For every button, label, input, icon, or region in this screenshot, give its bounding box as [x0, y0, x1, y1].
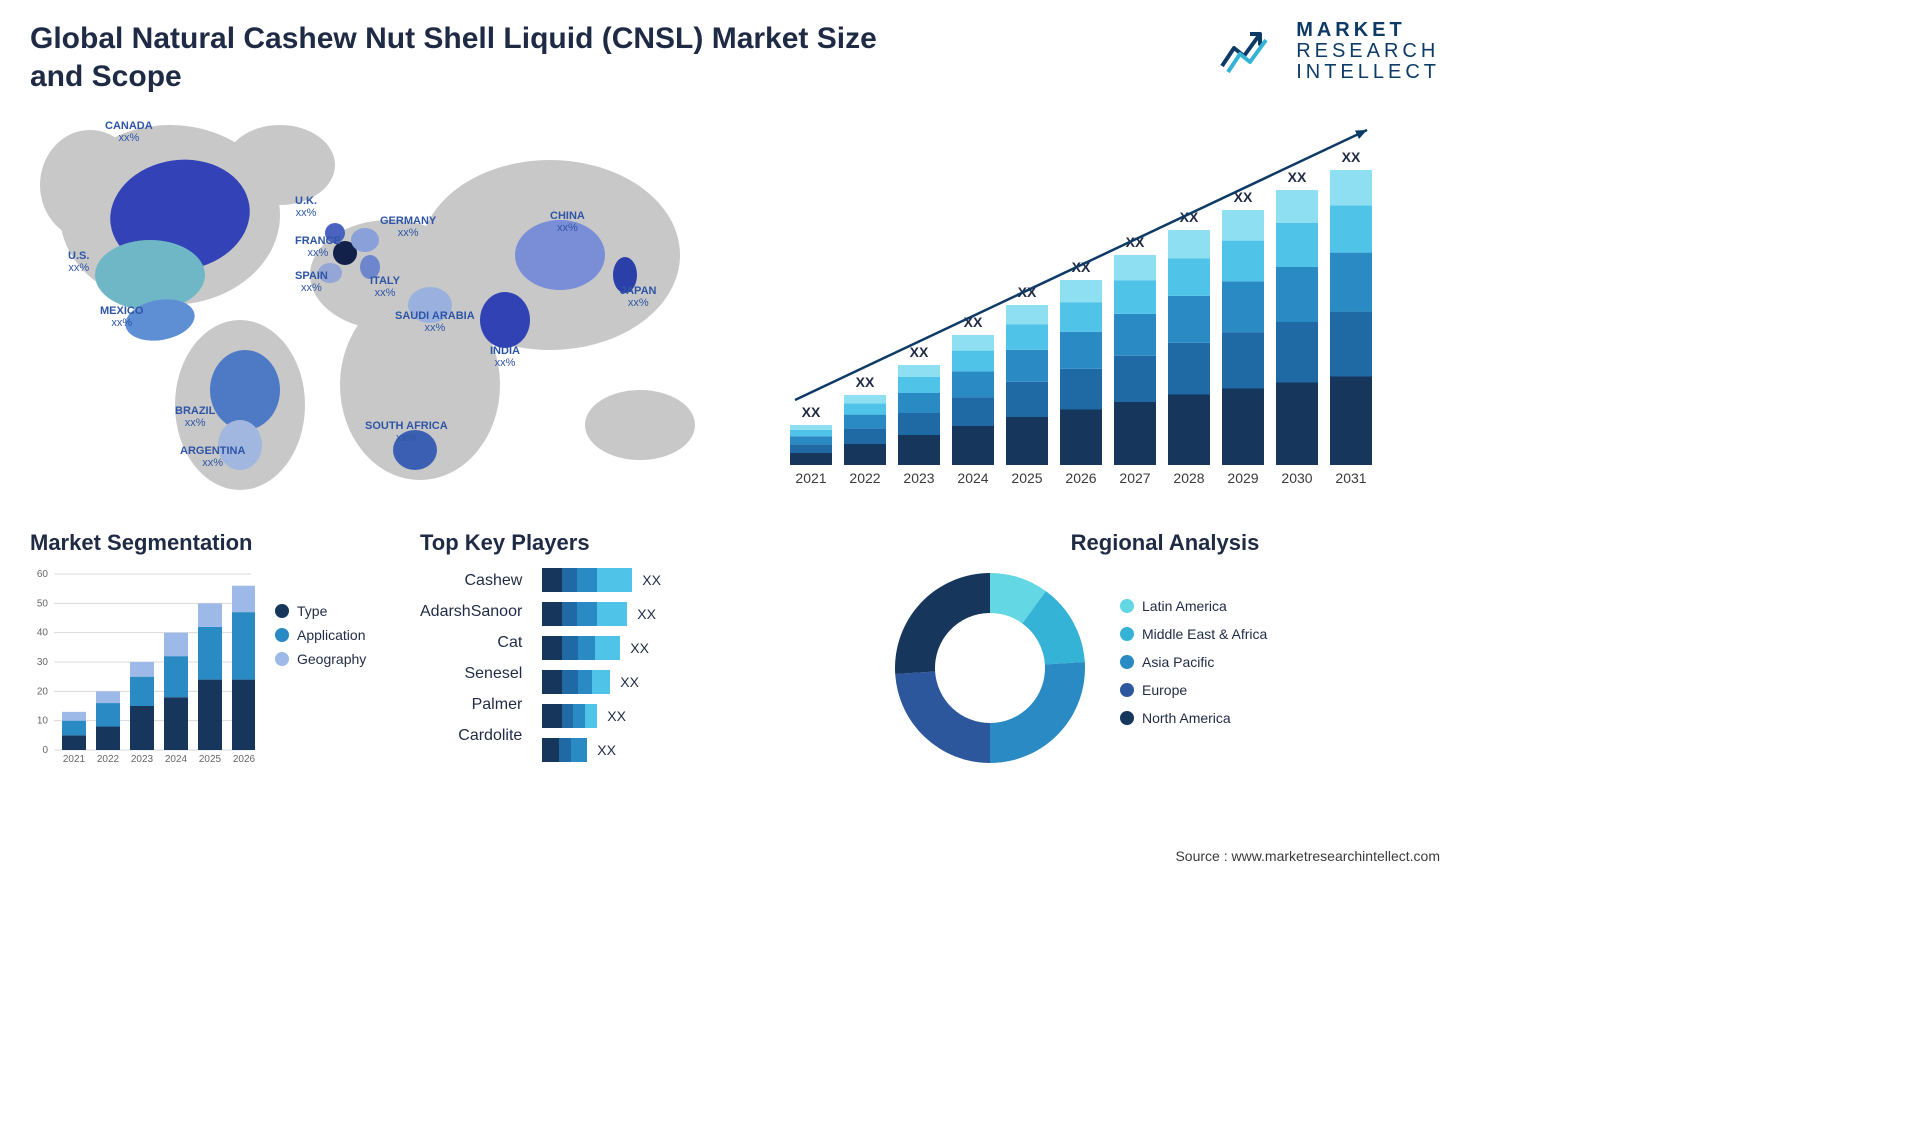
svg-text:2023: 2023 [131, 754, 154, 765]
regional-donut [890, 568, 1090, 768]
svg-text:2021: 2021 [795, 470, 826, 486]
map-label: CANADAxx% [105, 120, 153, 144]
map-label: INDIAxx% [490, 345, 520, 369]
svg-text:2027: 2027 [1119, 470, 1150, 486]
legend-item: Asia Pacific [1120, 654, 1267, 670]
player-value: XX [597, 742, 616, 758]
map-label: CHINAxx% [550, 210, 585, 234]
svg-text:0: 0 [42, 745, 48, 756]
player-value: XX [607, 708, 626, 724]
players-panel: Top Key Players Cashew AdarshSanoor Cat Sen… [420, 530, 860, 772]
map-label: MEXICOxx% [100, 305, 143, 329]
brand-mark-icon [1220, 26, 1284, 78]
legend-item: Geography [275, 651, 366, 667]
svg-text:2025: 2025 [1011, 470, 1042, 486]
player-value: XX [642, 572, 661, 588]
player-bar-row: XX [542, 602, 860, 626]
map-label: SOUTH AFRICAxx% [365, 420, 448, 444]
player-value: XX [630, 640, 649, 656]
svg-text:2028: 2028 [1173, 470, 1204, 486]
legend-item: Europe [1120, 682, 1267, 698]
legend-item: Middle East & Africa [1120, 626, 1267, 642]
svg-text:2024: 2024 [165, 754, 188, 765]
regional-legend: Latin America Middle East & Africa Asia Pa… [1120, 598, 1267, 738]
legend-item: Application [275, 627, 366, 643]
svg-text:XX: XX [1288, 169, 1307, 185]
svg-text:2021: 2021 [63, 754, 86, 765]
svg-text:30: 30 [37, 657, 49, 668]
svg-text:10: 10 [37, 716, 49, 727]
map-label: GERMANYxx% [380, 215, 436, 239]
svg-text:2024: 2024 [957, 470, 988, 486]
brand-line1: MARKET [1296, 20, 1440, 41]
svg-text:XX: XX [802, 404, 821, 420]
svg-text:2026: 2026 [233, 754, 255, 765]
player-label: Senesel [420, 665, 522, 683]
map-label: ITALYxx% [370, 275, 400, 299]
player-bar-row: XX [542, 568, 860, 592]
player-label: AdarshSanoor [420, 603, 522, 621]
world-map: CANADAxx% U.S.xx% MEXICOxx% BRAZILxx% ARGENT… [30, 105, 730, 495]
map-label: SPAINxx% [295, 270, 328, 294]
player-bar-row: XX [542, 704, 860, 728]
svg-text:XX: XX [856, 374, 875, 390]
growth-bar-chart: 2021XX2022XX2023XX2024XX2025XX2026XX2027… [770, 105, 1440, 495]
brand-line3: INTELLECT [1296, 62, 1440, 83]
player-label: Cat [420, 634, 522, 652]
map-label: JAPANxx% [620, 285, 656, 309]
svg-text:2026: 2026 [1065, 470, 1096, 486]
source-text: Source : www.marketresearchintellect.com [1175, 848, 1440, 864]
segmentation-chart: 0 10 20 30 40 50 60 2021 2022 2023 2024 2025 2026 [30, 568, 255, 768]
brand-line2: RESEARCH [1296, 41, 1440, 62]
legend-item: North America [1120, 710, 1267, 726]
map-label: U.K.xx% [295, 195, 317, 219]
players-bars: XX XX XX XX XX XX [542, 568, 860, 772]
legend-item: Type [275, 603, 366, 619]
segmentation-panel: Market Segmentation 0 10 20 30 40 50 60 2021 202… [30, 530, 390, 772]
svg-text:40: 40 [37, 628, 49, 639]
map-label: SAUDI ARABIAxx% [395, 310, 475, 334]
svg-text:60: 60 [37, 569, 49, 580]
player-label: Cardolite [420, 727, 522, 745]
player-bar-row: XX [542, 636, 860, 660]
players-title: Top Key Players [420, 530, 860, 556]
svg-text:2022: 2022 [97, 754, 120, 765]
brand-logo: MARKET RESEARCH INTELLECT [1220, 20, 1440, 83]
svg-text:XX: XX [910, 344, 929, 360]
map-label: U.S.xx% [68, 250, 89, 274]
page-title: Global Natural Cashew Nut Shell Liquid (… [30, 20, 930, 95]
player-value: XX [620, 674, 639, 690]
svg-text:2022: 2022 [849, 470, 880, 486]
segmentation-title: Market Segmentation [30, 530, 390, 556]
map-label: FRANCExx% [295, 235, 341, 259]
svg-text:2029: 2029 [1227, 470, 1258, 486]
svg-text:2023: 2023 [903, 470, 934, 486]
map-label: BRAZILxx% [175, 405, 215, 429]
player-bar-row: XX [542, 738, 860, 762]
map-label: ARGENTINAxx% [180, 445, 245, 469]
segmentation-legend: Type Application Geography [275, 603, 366, 768]
player-value: XX [637, 606, 656, 622]
svg-text:2031: 2031 [1335, 470, 1366, 486]
player-label: Palmer [420, 696, 522, 714]
svg-text:XX: XX [1342, 149, 1361, 165]
regional-panel: Regional Analysis Latin America Middle Ea… [890, 530, 1440, 772]
regional-title: Regional Analysis [890, 530, 1440, 556]
player-label: Cashew [420, 572, 522, 590]
players-labels: Cashew AdarshSanoor Cat Senesel Palmer Cardol… [420, 568, 522, 745]
legend-item: Latin America [1120, 598, 1267, 614]
svg-text:2025: 2025 [199, 754, 222, 765]
player-bar-row: XX [542, 670, 860, 694]
svg-text:2030: 2030 [1281, 470, 1312, 486]
svg-text:20: 20 [37, 686, 49, 697]
svg-text:50: 50 [37, 598, 49, 609]
